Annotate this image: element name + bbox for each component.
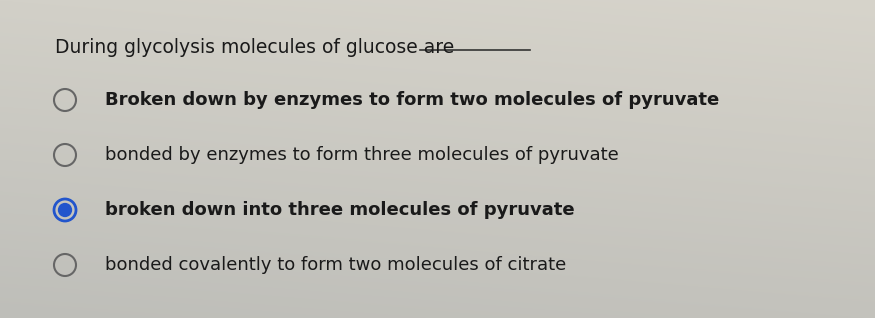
Text: During glycolysis molecules of glucose are: During glycolysis molecules of glucose a… [55, 38, 454, 57]
Text: bonded covalently to form two molecules of citrate: bonded covalently to form two molecules … [105, 256, 566, 274]
Text: broken down into three molecules of pyruvate: broken down into three molecules of pyru… [105, 201, 575, 219]
Circle shape [58, 203, 72, 217]
Text: Broken down by enzymes to form two molecules of pyruvate: Broken down by enzymes to form two molec… [105, 91, 719, 109]
Text: bonded by enzymes to form three molecules of pyruvate: bonded by enzymes to form three molecule… [105, 146, 619, 164]
